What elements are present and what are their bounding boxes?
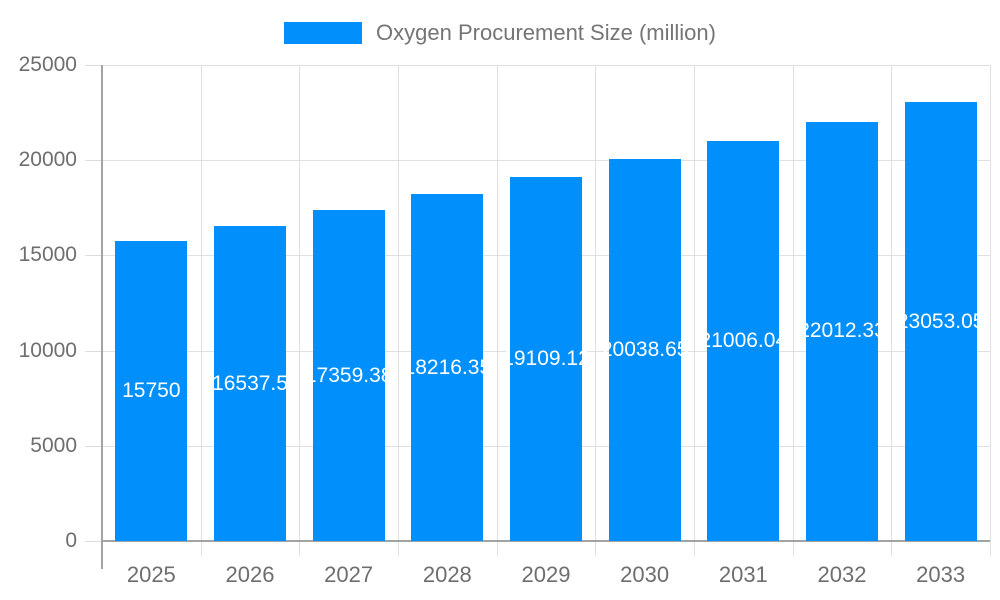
bar: [608, 159, 681, 541]
v-gridline: [200, 65, 202, 556]
x-axis-label: 2029: [521, 562, 571, 587]
y-axis-line: [101, 65, 103, 569]
v-gridline: [891, 65, 893, 556]
y-axis-label: 25000: [18, 53, 77, 76]
bar-value-label: 19109.12: [502, 347, 590, 371]
x-axis-label: 2028: [422, 562, 472, 587]
legend[interactable]: Oxygen Procurement Size (million): [0, 21, 1000, 45]
bar: [411, 194, 484, 541]
v-gridline: [694, 65, 695, 556]
legend-swatch[interactable]: [284, 22, 363, 44]
x-axis-line: [101, 540, 990, 542]
v-gridline: [398, 65, 399, 556]
y-axis-label: 5000: [30, 433, 77, 457]
y-axis-tick: [85, 445, 102, 447]
bar-value-label: 23053.05: [896, 309, 985, 333]
bar: [312, 210, 385, 541]
bar-value-label: 22012.33: [798, 319, 886, 343]
v-gridline: [496, 65, 498, 556]
v-gridline: [299, 65, 301, 556]
bar: [806, 121, 878, 541]
x-axis-label: 2032: [817, 562, 867, 587]
h-gridline: [102, 65, 990, 66]
y-axis-tick: [85, 541, 102, 542]
y-axis-label: 10000: [18, 338, 77, 362]
y-axis-tick: [85, 160, 102, 162]
bar: [510, 177, 582, 541]
bar-value-label: 16537.5: [212, 371, 288, 395]
y-axis-label: 15000: [18, 243, 77, 267]
y-axis-tick: [85, 350, 102, 352]
v-gridline: [595, 65, 597, 556]
y-axis-label: 20000: [18, 148, 77, 172]
bar: [214, 226, 286, 541]
bar-value-label: 15750: [122, 379, 181, 403]
v-gridline: [990, 65, 991, 556]
y-axis-tick: [85, 255, 102, 257]
bar-value-label: 20038.65: [600, 338, 689, 362]
y-axis-label: 0: [65, 529, 77, 552]
h-gridline: [102, 160, 990, 162]
bar-value-label: 21006.04: [699, 329, 788, 353]
x-axis-label: 2026: [225, 562, 275, 587]
bar: [707, 141, 780, 541]
bar-value-label: 18216.35: [403, 355, 492, 379]
legend-label: Oxygen Procurement Size (million): [376, 20, 716, 45]
x-axis-label: 2027: [324, 562, 374, 587]
bar: [904, 102, 977, 541]
v-gridline: [792, 65, 794, 556]
x-axis-label: 2031: [718, 562, 768, 587]
x-axis-label: 2025: [126, 562, 176, 587]
y-axis-tick: [85, 65, 102, 66]
x-axis-label: 2033: [916, 562, 966, 587]
bar-value-label: 17359.38: [304, 363, 393, 387]
x-axis-label: 2030: [620, 562, 670, 587]
bar: [115, 241, 188, 541]
